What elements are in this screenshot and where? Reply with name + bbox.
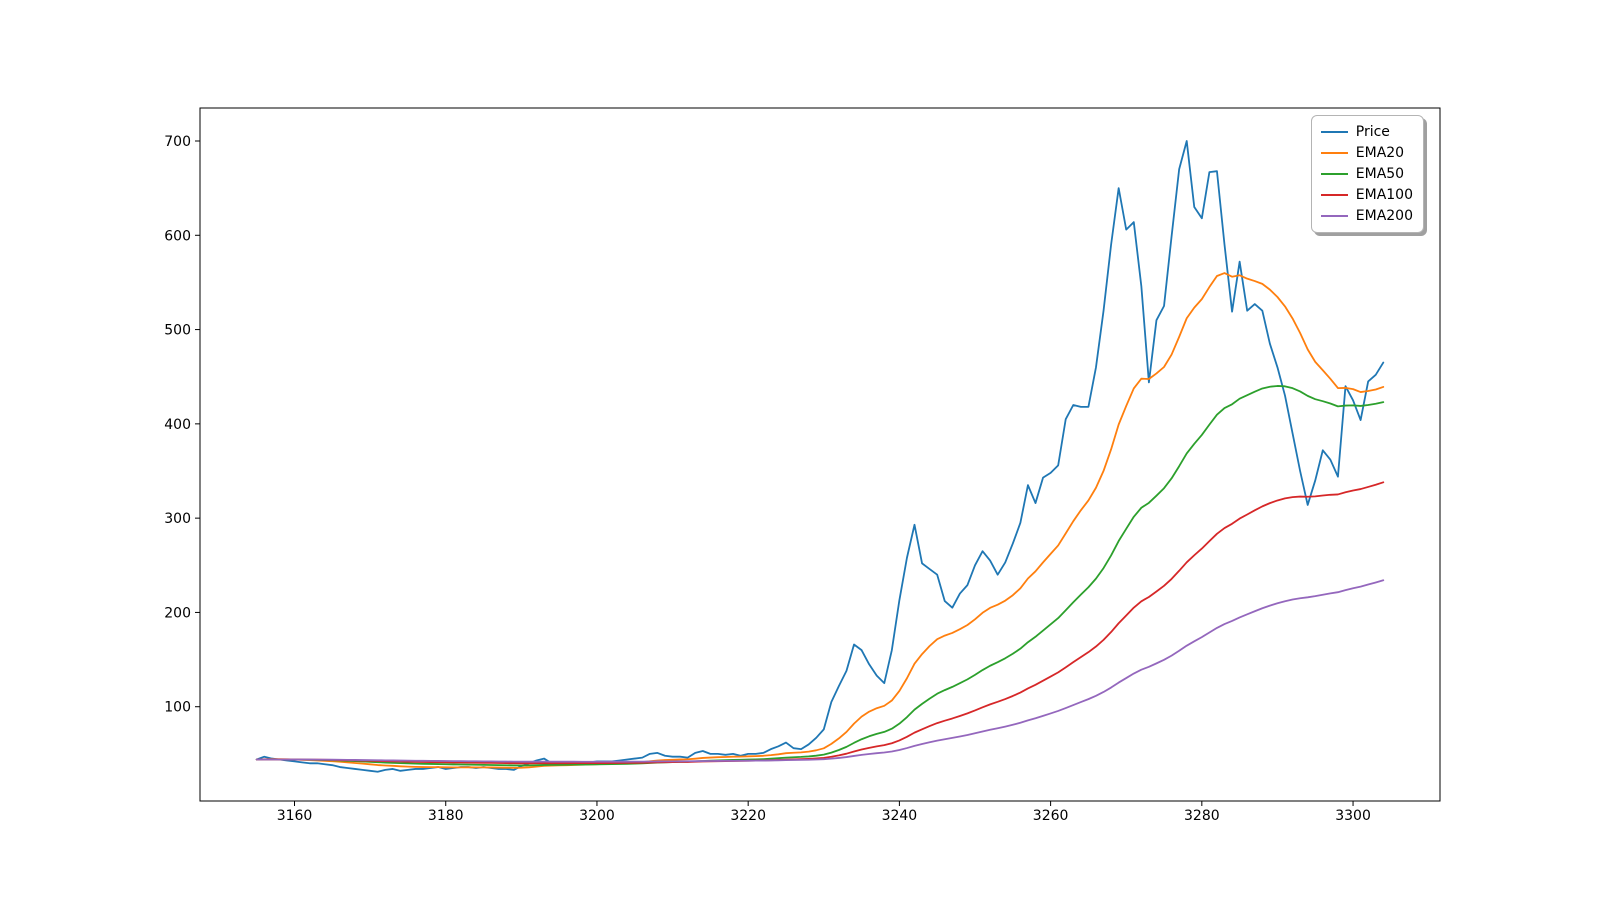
- legend-item-ema100: EMA100: [1320, 186, 1413, 203]
- legend-line-sample-ema200: [1320, 214, 1348, 217]
- y-tick-label-400: 400: [164, 417, 191, 433]
- y-tick-label-600: 600: [164, 228, 191, 244]
- x-tick-label-3300: 3300: [1335, 808, 1371, 824]
- y-tick-label-500: 500: [164, 323, 191, 339]
- series-lines: [255, 140, 1385, 773]
- legend-label-ema200: EMA200: [1355, 207, 1413, 224]
- series-line-ema50: [255, 385, 1385, 767]
- legend-label-ema100: EMA100: [1355, 186, 1413, 203]
- y-tick-label-100: 100: [164, 700, 191, 716]
- series-line-ema20: [255, 272, 1385, 769]
- x-axis: 3160 3180 3200 3220 3240 3260 3280 3300: [277, 801, 1371, 824]
- plot-area: [200, 108, 1440, 801]
- legend-line-sample-ema100: [1320, 193, 1348, 196]
- legend-label-ema50: EMA50: [1355, 165, 1405, 182]
- y-tick-label-300: 300: [164, 511, 191, 527]
- legend-line-sample-ema50: [1320, 172, 1348, 175]
- x-tick-label-3280: 3280: [1184, 808, 1220, 824]
- legend-line-sample-ema20: [1320, 151, 1348, 154]
- x-tick-label-3200: 3200: [579, 808, 615, 824]
- legend-line-sample-price: [1320, 130, 1348, 133]
- y-tick-label-700: 700: [164, 134, 191, 150]
- x-tick-label-3180: 3180: [428, 808, 464, 824]
- legend-item-price: Price: [1320, 123, 1413, 140]
- legend-label-ema20: EMA20: [1355, 144, 1405, 161]
- axes-spines: [199, 107, 1441, 802]
- y-tick-label-200: 200: [164, 605, 191, 621]
- legend-item-ema20: EMA20: [1320, 144, 1413, 161]
- x-tick-label-3220: 3220: [730, 808, 766, 824]
- series-line-ema200: [255, 579, 1385, 763]
- series-line-price: [255, 140, 1385, 773]
- x-tick-label-3240: 3240: [882, 808, 918, 824]
- legend-label-price: Price: [1355, 123, 1390, 140]
- x-tick-label-3160: 3160: [277, 808, 313, 824]
- y-axis: 100 200 300 400 500 600 700: [164, 134, 200, 716]
- legend-item-ema50: EMA50: [1320, 165, 1413, 182]
- x-tick-label-3260: 3260: [1033, 808, 1069, 824]
- legend: Price EMA20 EMA50 EMA100 EMA200: [1310, 115, 1424, 233]
- series-line-ema100: [255, 481, 1385, 765]
- legend-item-ema200: EMA200: [1320, 207, 1413, 224]
